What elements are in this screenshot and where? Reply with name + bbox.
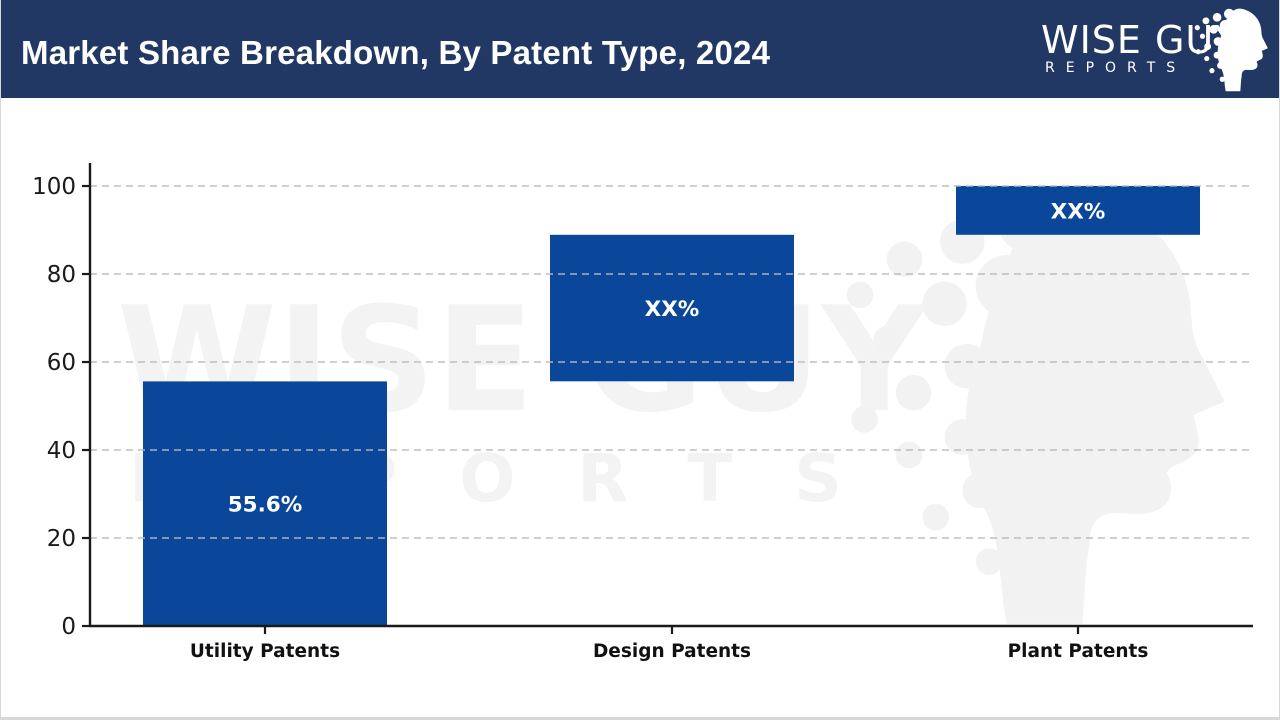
bar-design-patents [550,234,794,382]
brand-logo: WISE GUY REPORTS [1029,0,1279,98]
bar-value-label: XX% [645,297,700,322]
brand-face-icon [1194,8,1268,92]
y-tick-label: 40 [47,438,76,464]
bar-utility-patents [143,381,387,626]
y-tick-label: 20 [47,526,76,552]
y-tick-label: 60 [47,350,76,376]
x-category-label: Utility Patents [190,641,340,662]
y-tick-label: 0 [61,614,76,640]
bar-value-label: 55.6% [228,493,303,518]
header-bar: Market Share Breakdown, By Patent Type, … [1,0,1279,98]
x-category-label: Plant Patents [1008,641,1149,662]
page-title: Market Share Breakdown, By Patent Type, … [21,34,771,71]
bottom-border [1,717,1279,720]
bar-value-label: XX% [1051,199,1106,224]
brand-subname: REPORTS [1045,60,1187,76]
x-category-label: Design Patents [593,641,751,662]
y-tick-label: 100 [32,174,76,200]
brand-name: WISE GUY [1041,18,1239,62]
y-tick-label: 80 [47,262,76,288]
